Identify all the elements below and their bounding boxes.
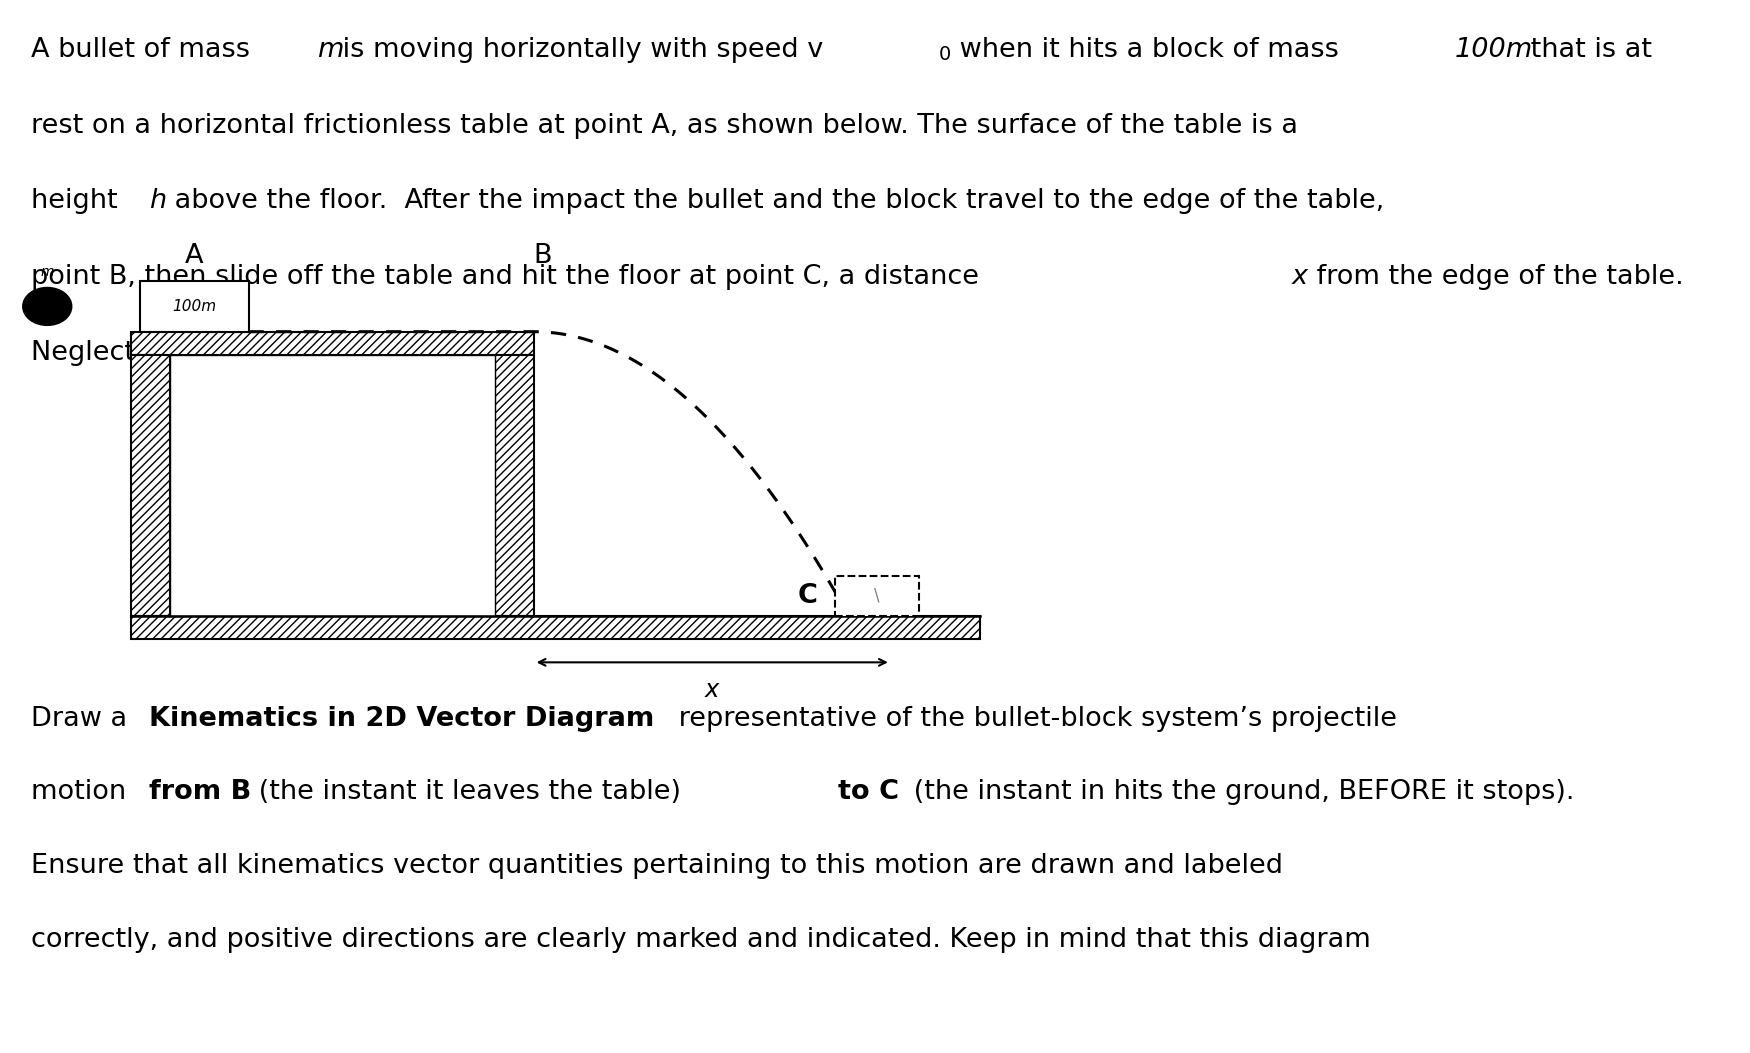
- Text: Draw a: Draw a: [31, 706, 136, 732]
- Text: x: x: [705, 678, 719, 702]
- Bar: [170, 355, 495, 616]
- Text: is moving horizontally with speed v: is moving horizontally with speed v: [334, 37, 822, 63]
- Text: that is at: that is at: [1522, 37, 1652, 63]
- Bar: [835, 576, 919, 616]
- Text: m: m: [40, 265, 54, 279]
- Text: Kinematics in 2D Vector Diagram: Kinematics in 2D Vector Diagram: [149, 706, 654, 732]
- Text: A: A: [186, 242, 203, 269]
- Text: from the edge of the table.: from the edge of the table.: [1309, 264, 1684, 291]
- Bar: [131, 332, 534, 355]
- Text: to C: to C: [838, 779, 900, 806]
- Text: B: B: [534, 242, 551, 269]
- Text: C: C: [798, 583, 817, 609]
- Bar: [131, 355, 170, 616]
- Text: m: m: [317, 37, 343, 63]
- Text: when it hits a block of mass: when it hits a block of mass: [950, 37, 1348, 63]
- Text: h: h: [149, 188, 166, 215]
- Text: motion: motion: [31, 779, 135, 806]
- Text: A bullet of mass: A bullet of mass: [31, 37, 259, 63]
- Text: (the instant it leaves the table): (the instant it leaves the table): [250, 779, 690, 806]
- Text: x: x: [1292, 264, 1307, 291]
- Text: height: height: [31, 188, 126, 215]
- Ellipse shape: [23, 287, 72, 325]
- Text: 0: 0: [938, 45, 950, 64]
- Text: point B, then slide off the table and hit the floor at point C, a distance: point B, then slide off the table and hi…: [31, 264, 989, 291]
- Text: \: \: [873, 587, 880, 605]
- Text: representative of the bullet-block system’s projectile: representative of the bullet-block syste…: [670, 706, 1396, 732]
- Text: (the instant in hits the ground, BEFORE it stops).: (the instant in hits the ground, BEFORE …: [905, 779, 1575, 806]
- Text: above the floor.  After the impact the bullet and the block travel to the edge o: above the floor. After the impact the bu…: [166, 188, 1384, 215]
- Text: Neglect air resistance forces.: Neglect air resistance forces.: [31, 340, 427, 366]
- Text: 100m: 100m: [1454, 37, 1533, 63]
- Bar: [131, 616, 980, 639]
- Text: rest on a horizontal frictionless table at point A, as shown below. The surface : rest on a horizontal frictionless table …: [31, 113, 1298, 139]
- Bar: [495, 355, 534, 616]
- Text: from B: from B: [149, 779, 252, 806]
- Bar: [140, 281, 248, 332]
- Text: Ensure that all kinematics vector quantities pertaining to this motion are drawn: Ensure that all kinematics vector quanti…: [31, 853, 1283, 879]
- Text: 100m: 100m: [172, 299, 217, 314]
- Text: correctly, and positive directions are clearly marked and indicated. Keep in min: correctly, and positive directions are c…: [31, 927, 1372, 953]
